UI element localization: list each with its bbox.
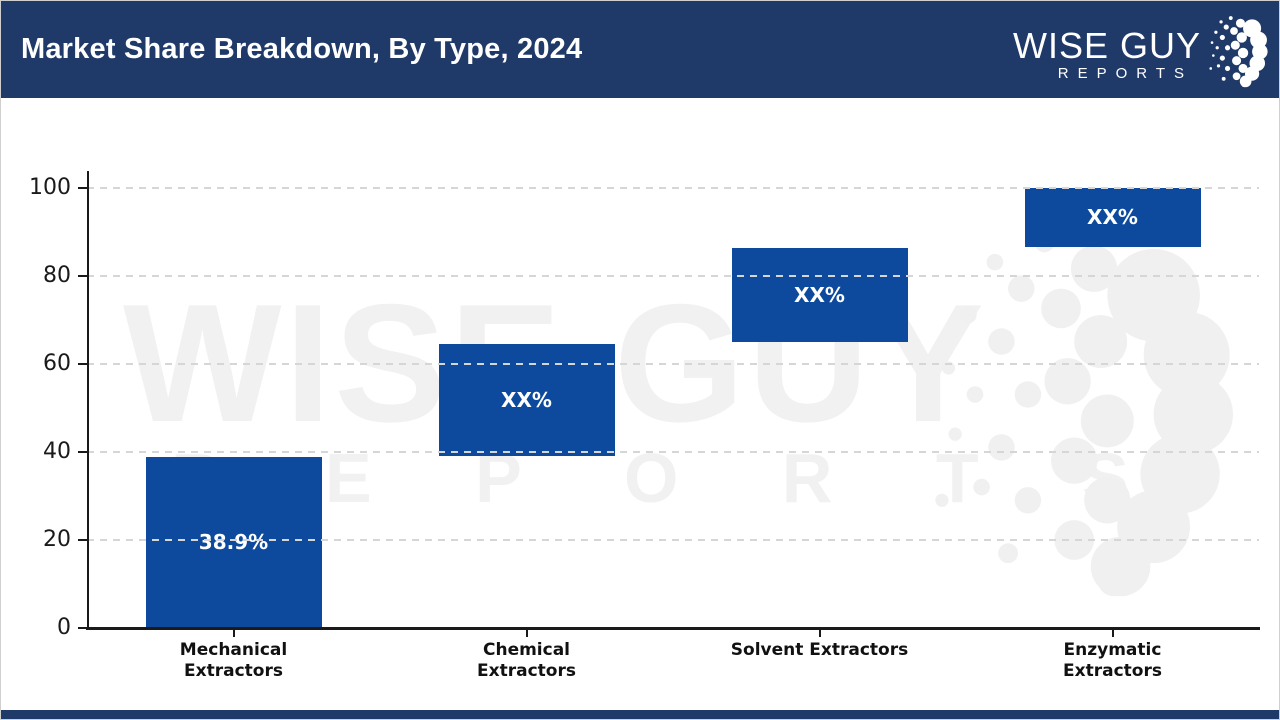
gridline-y-60 [87, 363, 1259, 365]
y-tick-mark [78, 187, 87, 189]
x-axis-line [86, 627, 1260, 630]
y-tick-mark [78, 363, 87, 365]
y-tick-label: 40 [43, 439, 71, 464]
y-tick-label: 80 [43, 263, 71, 288]
y-tick-label: 60 [43, 351, 71, 376]
watermark-face-dots [935, 232, 1233, 597]
y-tick-label: 20 [43, 527, 71, 552]
chart-title: Market Share Breakdown, By Type, 2024 [21, 33, 583, 65]
x-category-label: Chemical Extractors [477, 640, 576, 681]
gridline-y-20 [87, 539, 1259, 541]
brand-logo: WISE GUY REPORTS [1013, 1, 1273, 98]
bar-value-label: XX% [501, 388, 552, 413]
brand-face-dots-icon [1209, 16, 1268, 88]
x-category-label: Mechanical Extractors [179, 640, 288, 681]
gridline-y-80 [87, 275, 1259, 277]
bar-1: 38.9% [145, 456, 322, 628]
bar-2: XX% [438, 344, 615, 456]
watermark-secondary-text: R E P O R T S [171, 439, 1171, 517]
gridline-y-40 [87, 451, 1259, 453]
header-band: Market Share Breakdown, By Type, 2024 WI… [1, 1, 1279, 98]
brand-logo-primary-text: WISE GUY [1012, 25, 1201, 66]
bar-3: XX% [731, 247, 908, 342]
bar-value-label: XX% [1087, 205, 1138, 230]
bar-value-label: XX% [794, 282, 845, 307]
y-tick-label: 0 [57, 615, 71, 640]
y-axis-line [87, 171, 89, 630]
y-tick-mark [78, 451, 87, 453]
y-tick-label: 100 [29, 175, 71, 200]
bar-4: XX% [1024, 188, 1201, 247]
x-tick-mark [1111, 630, 1114, 637]
y-tick-mark [78, 275, 87, 277]
footer-band [1, 710, 1279, 719]
gridline-y-100 [87, 187, 1259, 189]
bar-value-label: 38.9% [198, 530, 269, 555]
brand-logo-secondary-text: REPORTS [1057, 65, 1193, 82]
x-category-label: Solvent Extractors [730, 640, 909, 660]
x-tick-mark [818, 630, 821, 637]
y-tick-mark [78, 539, 87, 541]
y-tick-mark [78, 627, 87, 629]
x-tick-mark [525, 630, 528, 637]
x-tick-mark [232, 630, 235, 637]
x-category-label: Enzymatic Extractors [1063, 640, 1162, 681]
